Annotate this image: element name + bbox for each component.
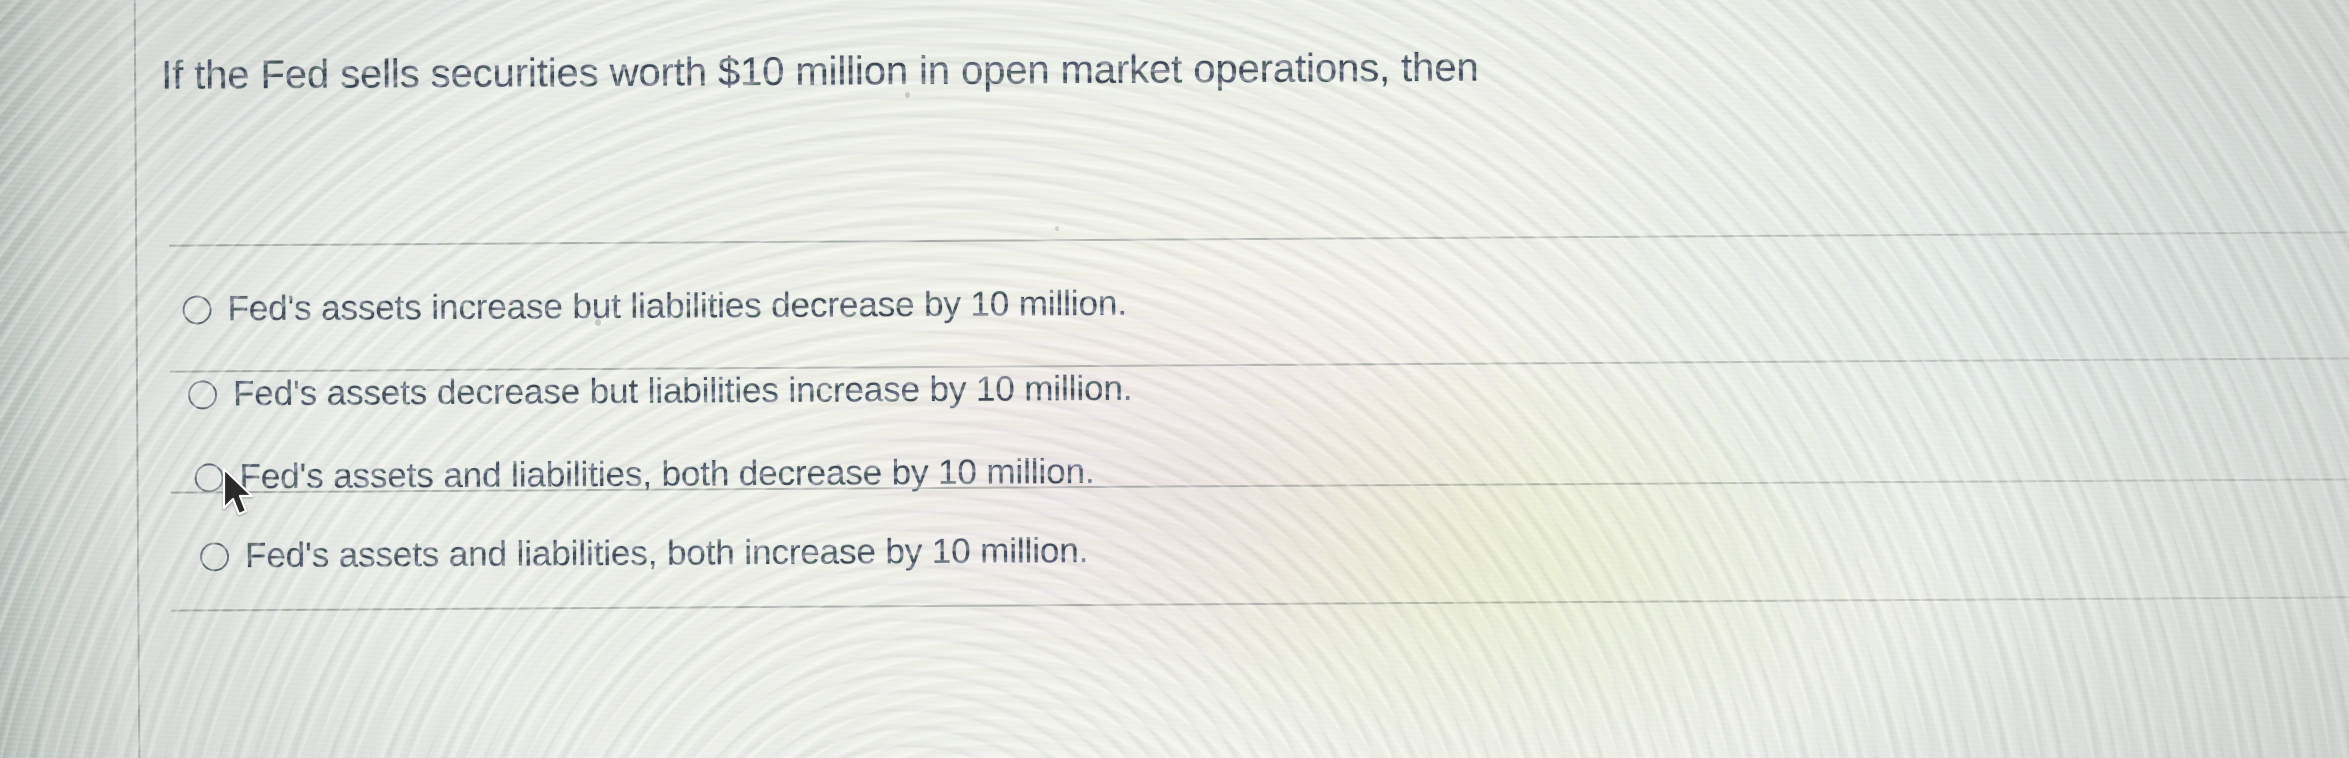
option-label-4: Fed's assets and liabilities, both incre… [244, 531, 1089, 576]
question-text: If the Fed sells securities worth $10 mi… [160, 45, 1479, 98]
radio-option-3[interactable] [194, 462, 224, 492]
option-row-4[interactable]: Fed's assets and liabilities, both incre… [199, 531, 1089, 576]
option-row-2[interactable]: Fed's assets decrease but liabilities in… [187, 368, 1133, 415]
option-label-3: Fed's assets and liabilities, both decre… [239, 451, 1095, 497]
radio-option-4[interactable] [199, 541, 230, 571]
option-row-3[interactable]: Fed's assets and liabilities, both decre… [194, 451, 1095, 497]
option-label-1: Fed's assets increase but liabilities de… [227, 283, 1128, 329]
option-label-2: Fed's assets decrease but liabilities in… [232, 368, 1133, 414]
mouse-cursor-icon [222, 468, 254, 516]
radio-option-2[interactable] [187, 379, 218, 410]
option-divider [169, 357, 2349, 373]
option-row-1[interactable]: Fed's assets increase but liabilities de… [182, 284, 1127, 330]
option-divider [169, 231, 2349, 247]
option-divider [171, 596, 2349, 612]
radio-option-1[interactable] [182, 294, 212, 325]
panel-left-border [133, 0, 141, 758]
